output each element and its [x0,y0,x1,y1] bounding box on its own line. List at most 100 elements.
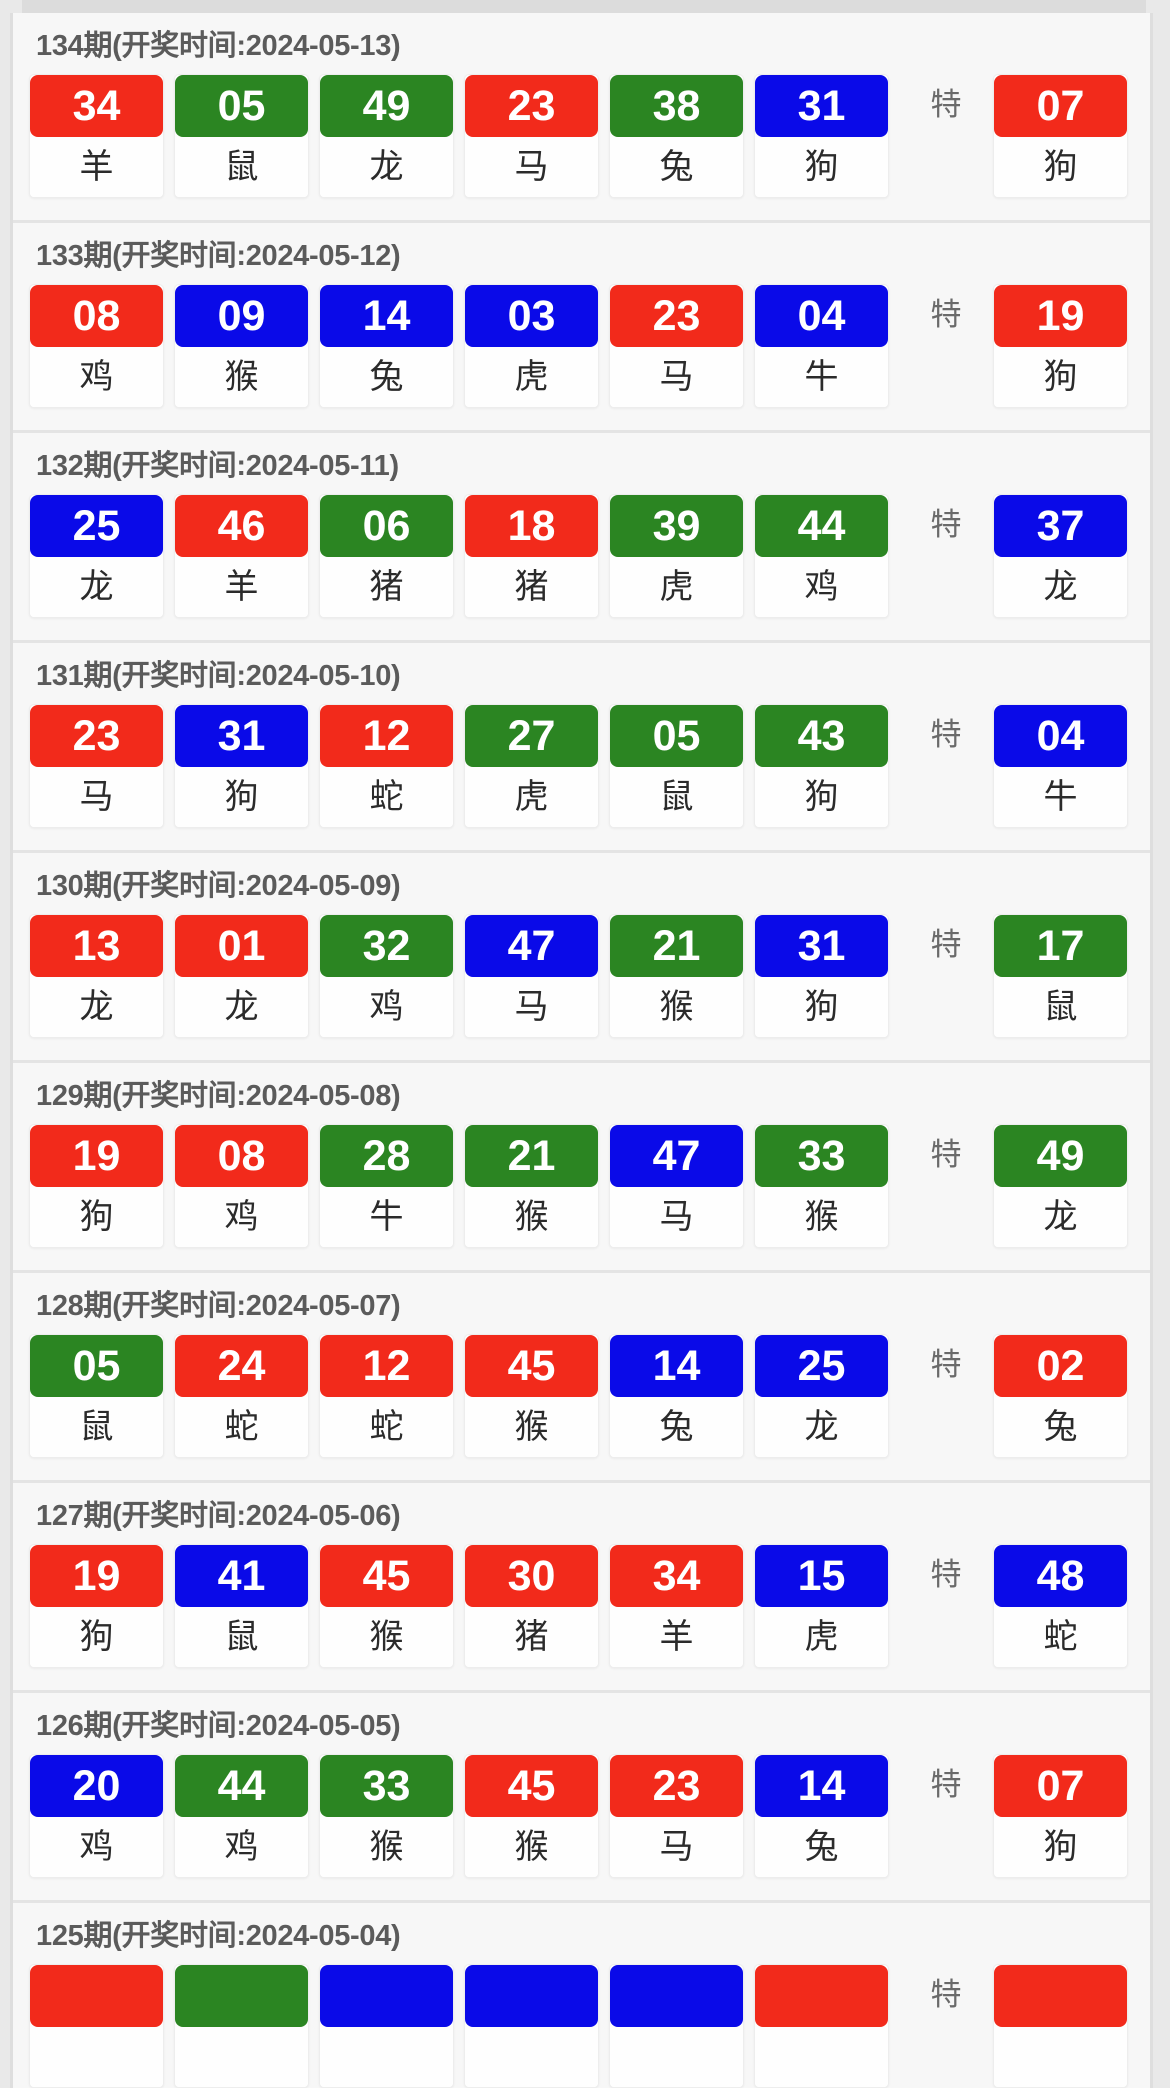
ball-cell[interactable]: 14 兔 [319,284,454,408]
ball-cell[interactable]: 49 龙 [319,74,454,198]
ball-zodiac: 蛇 [175,1397,308,1457]
special-ball-cell[interactable]: 19 狗 [993,284,1128,408]
ball-zodiac: 猪 [465,1607,598,1667]
ball-cell[interactable]: 46 羊 [174,494,309,618]
ball-cell[interactable] [609,1964,744,2088]
special-ball-number: 49 [994,1125,1127,1187]
balls-row: 34 羊 05 鼠 49 龙 23 马 38 兔 31 狗特 07 狗 [13,74,1150,220]
special-ball-cell[interactable]: 49 龙 [993,1124,1128,1248]
ball-cell[interactable]: 05 鼠 [29,1334,164,1458]
special-ball-number: 48 [994,1545,1127,1607]
special-ball-cell[interactable] [993,1964,1128,2088]
ball-cell[interactable]: 09 猴 [174,284,309,408]
ball-cell[interactable]: 39 虎 [609,494,744,618]
draw-title: 134期(开奖时间:2024-05-13) [36,30,401,62]
ball-cell[interactable]: 15 虎 [754,1544,889,1668]
ball-zodiac: 狗 [755,767,888,827]
ball-zodiac: 龙 [320,137,453,197]
ball-cell[interactable]: 34 羊 [609,1544,744,1668]
ball-number: 09 [175,285,308,347]
ball-zodiac: 马 [610,1187,743,1247]
ball-cell[interactable] [29,1964,164,2088]
ball-cell[interactable]: 44 鸡 [754,494,889,618]
ball-number: 45 [465,1755,598,1817]
special-ball-cell[interactable]: 07 狗 [993,74,1128,198]
ball-zodiac: 猴 [175,347,308,407]
ball-cell[interactable]: 44 鸡 [174,1754,309,1878]
ball-number: 06 [320,495,453,557]
ball-cell[interactable]: 18 猪 [464,494,599,618]
ball-cell[interactable]: 23 马 [29,704,164,828]
ball-cell[interactable]: 32 鸡 [319,914,454,1038]
ball-cell[interactable]: 23 马 [609,284,744,408]
ball-cell[interactable]: 13 龙 [29,914,164,1038]
ball-cell[interactable]: 47 马 [464,914,599,1038]
ball-cell[interactable]: 19 狗 [29,1544,164,1668]
ball-cell[interactable]: 47 马 [609,1124,744,1248]
ball-cell[interactable]: 31 狗 [754,914,889,1038]
ball-cell[interactable]: 27 虎 [464,704,599,828]
ball-cell[interactable]: 31 狗 [754,74,889,198]
ball-cell[interactable]: 05 鼠 [174,74,309,198]
ball-cell[interactable]: 14 兔 [609,1334,744,1458]
balls-row: 23 马 31 狗 12 蛇 27 虎 05 鼠 43 狗 特 04 牛 [13,704,1150,850]
ball-cell[interactable]: 45 猴 [464,1334,599,1458]
ball-cell[interactable]: 24 蛇 [174,1334,309,1458]
special-ball-cell[interactable]: 02 兔 [993,1334,1128,1458]
ball-cell[interactable]: 23 马 [464,74,599,198]
ball-cell[interactable] [464,1964,599,2088]
ball-cell[interactable]: 33 猴 [319,1754,454,1878]
ball-cell[interactable] [754,1964,889,2088]
ball-cell[interactable]: 12 蛇 [319,1334,454,1458]
ball-cell[interactable]: 05 鼠 [609,704,744,828]
ball-zodiac: 龙 [30,977,163,1037]
ball-cell[interactable]: 23 马 [609,1754,744,1878]
ball-cell[interactable]: 34 羊 [29,74,164,198]
special-ball-zodiac [994,2027,1127,2087]
ball-zodiac: 鸡 [30,1817,163,1877]
ball-cell[interactable]: 08 鸡 [29,284,164,408]
ball-cell[interactable]: 41 鼠 [174,1544,309,1668]
ball-cell[interactable]: 19 狗 [29,1124,164,1248]
special-ball-cell[interactable]: 04 牛 [993,704,1128,828]
special-ball-cell[interactable]: 48 蛇 [993,1544,1128,1668]
ball-cell[interactable] [174,1964,309,2088]
ball-cell[interactable]: 08 鸡 [174,1124,309,1248]
ball-cell[interactable]: 43 狗 [754,704,889,828]
ball-cell[interactable]: 45 猴 [464,1754,599,1878]
ball-cell[interactable]: 14 兔 [754,1754,889,1878]
ball-cell[interactable]: 20 鸡 [29,1754,164,1878]
ball-cell[interactable]: 25 龙 [29,494,164,618]
special-ball-number: 37 [994,495,1127,557]
ball-cell[interactable]: 04 牛 [754,284,889,408]
balls-row: 19 狗 41 鼠 45 猴 30 猪 34 羊 15 虎 特 48 蛇 [13,1544,1150,1690]
ball-cell[interactable]: 31 狗 [174,704,309,828]
ball-zodiac: 猴 [320,1607,453,1667]
ball-cell[interactable]: 01 龙 [174,914,309,1038]
ball-cell[interactable]: 28 牛 [319,1124,454,1248]
ball-zodiac: 狗 [30,1187,163,1247]
ball-zodiac: 猴 [465,1397,598,1457]
ball-cell[interactable]: 21 猴 [464,1124,599,1248]
ball-zodiac: 马 [30,767,163,827]
ball-cell[interactable]: 03 虎 [464,284,599,408]
ball-cell[interactable]: 12 蛇 [319,704,454,828]
special-ball-label: 特 [930,717,962,753]
ball-cell[interactable]: 33 猴 [754,1124,889,1248]
ball-zodiac: 猪 [320,557,453,617]
ball-cell[interactable]: 25 龙 [754,1334,889,1458]
ball-zodiac: 狗 [30,1607,163,1667]
ball-cell[interactable]: 45 猴 [319,1544,454,1668]
ball-cell[interactable]: 06 猪 [319,494,454,618]
ball-cell[interactable]: 38 兔 [609,74,744,198]
draw-block: 132期(开奖时间:2024-05-11) 25 龙 46 羊 06 猪 18 猪 39 虎 44 鸡特… [13,430,1150,640]
ball-number: 15 [755,1545,888,1607]
special-ball-cell[interactable]: 17 鼠 [993,914,1128,1038]
ball-cell[interactable] [319,1964,454,2088]
special-ball-cell[interactable]: 07 狗 [993,1754,1128,1878]
special-ball-zodiac: 兔 [994,1397,1127,1457]
ball-zodiac: 狗 [755,137,888,197]
ball-cell[interactable]: 21 猴 [609,914,744,1038]
special-ball-cell[interactable]: 37 龙 [993,494,1128,618]
ball-cell[interactable]: 30 猪 [464,1544,599,1668]
